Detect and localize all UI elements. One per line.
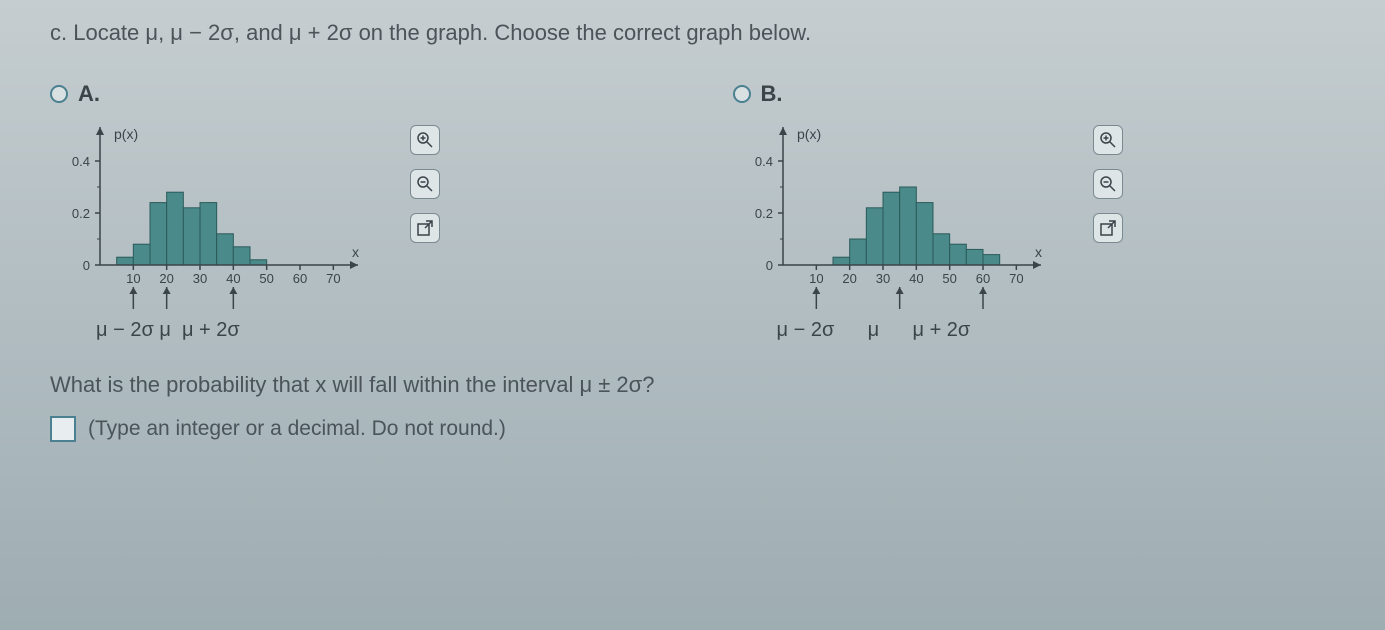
- option-a: A. 0 0.2 0.4 10 20 30 40 50 60 70 p(x) x μ − 2σ μ μ…: [50, 81, 653, 342]
- svg-text:60: 60: [975, 271, 989, 286]
- svg-text:p(x): p(x): [797, 126, 821, 142]
- radio-b[interactable]: [733, 85, 751, 103]
- svg-text:30: 30: [193, 271, 207, 286]
- answer-row: (Type an integer or a decimal. Do not ro…: [50, 416, 1335, 442]
- option-b: B. 0 0.2 0.4 10 20 30 40 50 60 70 p(x) x μ − 2σ μ μ…: [733, 81, 1336, 342]
- chart-a-mu-labels: μ − 2σ μ μ + 2σ: [50, 319, 390, 342]
- chart-a: 0 0.2 0.4 10 20 30 40 50 60 70 p(x) x: [50, 115, 390, 315]
- chart-b: 0 0.2 0.4 10 20 30 40 50 60 70 p(x) x: [733, 115, 1073, 315]
- svg-text:x: x: [352, 244, 359, 260]
- popout-icon[interactable]: [410, 213, 440, 243]
- svg-text:0.4: 0.4: [754, 154, 772, 169]
- svg-text:0: 0: [83, 258, 90, 273]
- svg-text:10: 10: [809, 271, 823, 286]
- svg-text:0.2: 0.2: [72, 206, 90, 221]
- followup-question: What is the probability that x will fall…: [50, 372, 1335, 398]
- svg-text:50: 50: [942, 271, 956, 286]
- zoom-in-icon[interactable]: [410, 125, 440, 155]
- svg-text:0.4: 0.4: [72, 154, 90, 169]
- zoom-out-icon[interactable]: [1093, 169, 1123, 199]
- options-row: A. 0 0.2 0.4 10 20 30 40 50 60 70 p(x) x μ − 2σ μ μ…: [50, 81, 1335, 342]
- zoom-in-icon[interactable]: [1093, 125, 1123, 155]
- question-text: c. Locate μ, μ − 2σ, and μ + 2σ on the g…: [50, 20, 1335, 46]
- answer-hint: (Type an integer or a decimal. Do not ro…: [88, 417, 506, 441]
- svg-text:70: 70: [1009, 271, 1023, 286]
- answer-input[interactable]: [50, 416, 76, 442]
- svg-text:10: 10: [126, 271, 140, 286]
- svg-text:40: 40: [909, 271, 923, 286]
- option-b-label: B.: [761, 81, 783, 107]
- radio-a[interactable]: [50, 85, 68, 103]
- zoom-out-icon[interactable]: [410, 169, 440, 199]
- chart-b-mu-labels: μ − 2σ μ μ + 2σ: [733, 319, 1073, 342]
- svg-text:60: 60: [293, 271, 307, 286]
- svg-text:30: 30: [875, 271, 889, 286]
- chart-a-toolbar: [410, 125, 440, 243]
- svg-text:x: x: [1035, 244, 1042, 260]
- svg-text:70: 70: [326, 271, 340, 286]
- svg-text:20: 20: [842, 271, 856, 286]
- popout-icon[interactable]: [1093, 213, 1123, 243]
- svg-text:p(x): p(x): [114, 126, 138, 142]
- svg-text:50: 50: [259, 271, 273, 286]
- chart-b-toolbar: [1093, 125, 1123, 243]
- svg-text:0.2: 0.2: [754, 206, 772, 221]
- svg-text:0: 0: [765, 258, 772, 273]
- svg-text:20: 20: [159, 271, 173, 286]
- option-a-label: A.: [78, 81, 100, 107]
- svg-text:40: 40: [226, 271, 240, 286]
